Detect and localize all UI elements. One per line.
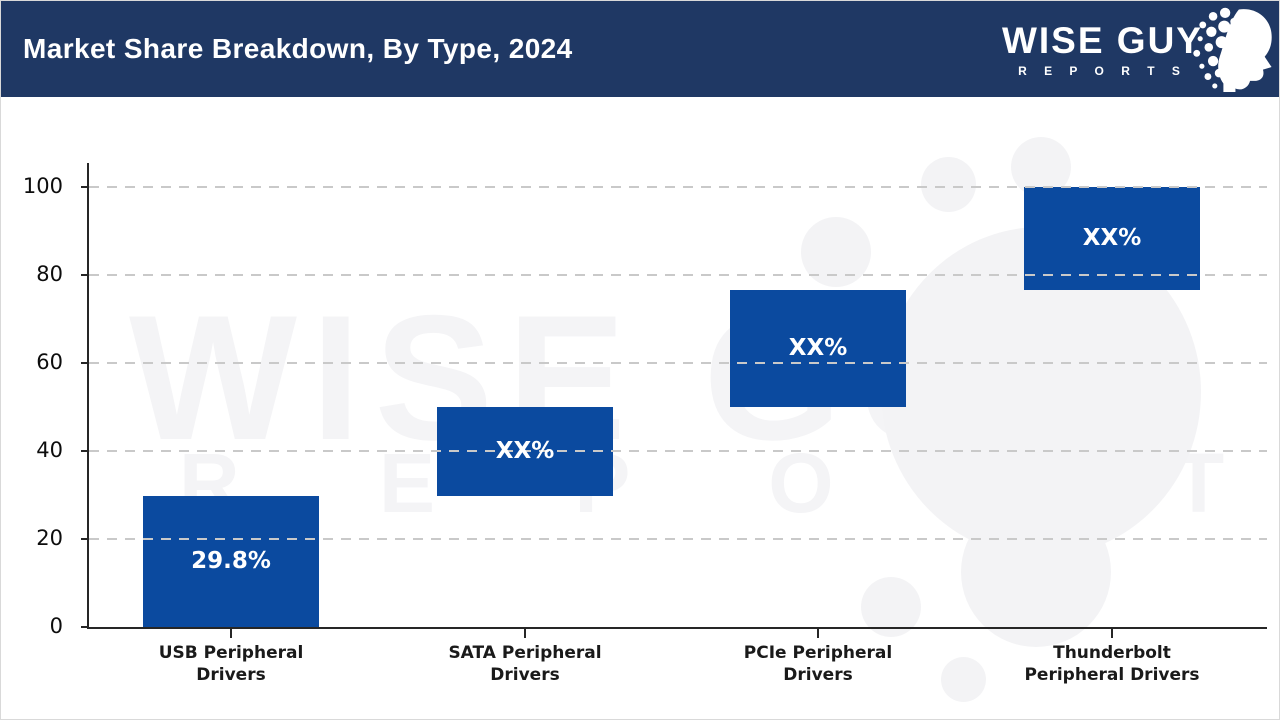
y-tick-0: [81, 626, 89, 628]
gridline-100: [89, 186, 1267, 188]
wiseguy-face-icon: [1193, 7, 1272, 93]
y-tick-60: [81, 362, 89, 364]
y-tick-80: [81, 274, 89, 276]
header-bar: Market Share Breakdown, By Type, 2024 WI…: [1, 1, 1279, 97]
gridline-20: [89, 538, 1267, 540]
page-title: Market Share Breakdown, By Type, 2024: [23, 33, 573, 64]
y-tick-label-40: 40: [36, 438, 63, 462]
x-tick-label-usb-peripheral-drivers: USB Peripheral Drivers: [158, 643, 304, 686]
y-tick-100: [81, 186, 89, 188]
bar-thunderbolt-peripheral-drivers: [1024, 187, 1200, 290]
y-tick-label-80: 80: [36, 262, 63, 286]
bar-value-label-sata-peripheral-drivers: XX%: [495, 438, 555, 465]
y-tick-label-20: 20: [36, 526, 63, 550]
gridline-40: [89, 450, 1267, 452]
gridline-60: [89, 362, 1267, 364]
watermark-face-blob: [961, 497, 1111, 647]
bar-value-label-pcie-peripheral-drivers: XX%: [788, 335, 848, 362]
chart-plot-area: 0 20 40 60 80 100 29.8% USB Peripheral Drivers XX…: [1, 97, 1279, 719]
watermark-face-blob: [921, 157, 976, 212]
y-axis-line: [87, 163, 89, 629]
bar-usb-peripheral-drivers: [143, 495, 319, 627]
logo-brand-name: WISE GUY: [1001, 19, 1203, 61]
bar-value-label-thunderbolt-peripheral-drivers: XX%: [1082, 225, 1142, 252]
gridline-80: [89, 274, 1267, 276]
watermark-face-blob: [941, 657, 986, 702]
y-tick-label-0: 0: [49, 614, 63, 638]
x-axis-line: [87, 627, 1267, 629]
y-tick-40: [81, 450, 89, 452]
x-tick-label-sata-peripheral-drivers: SATA Peripheral Drivers: [448, 643, 602, 686]
y-tick-20: [81, 538, 89, 540]
x-tick-usb-peripheral-drivers: [230, 629, 232, 638]
logo-brand-subtitle: R E P O R T S: [1018, 63, 1187, 78]
x-tick-sata-peripheral-drivers: [524, 629, 526, 638]
x-tick-thunderbolt-peripheral-drivers: [1111, 629, 1113, 638]
x-tick-label-thunderbolt-peripheral-drivers: Thunderbolt Peripheral Drivers: [1024, 643, 1200, 686]
y-tick-label-60: 60: [36, 350, 63, 374]
x-tick-pcie-peripheral-drivers: [817, 629, 819, 638]
background-watermark: WISE GUY R E P O R T S: [1, 97, 1279, 719]
logo-text: WISE GUY R E P O R T S: [1002, 22, 1203, 77]
wise-guy-reports-logo: WISE GUY R E P O R T S: [1002, 5, 1279, 93]
watermark-face-blob: [801, 217, 871, 287]
bar-value-label-usb-peripheral-drivers: 29.8%: [191, 548, 271, 575]
x-tick-label-pcie-peripheral-drivers: PCIe Peripheral Drivers: [743, 643, 893, 686]
bar-pcie-peripheral-drivers: [730, 289, 906, 407]
y-tick-label-100: 100: [22, 174, 63, 198]
